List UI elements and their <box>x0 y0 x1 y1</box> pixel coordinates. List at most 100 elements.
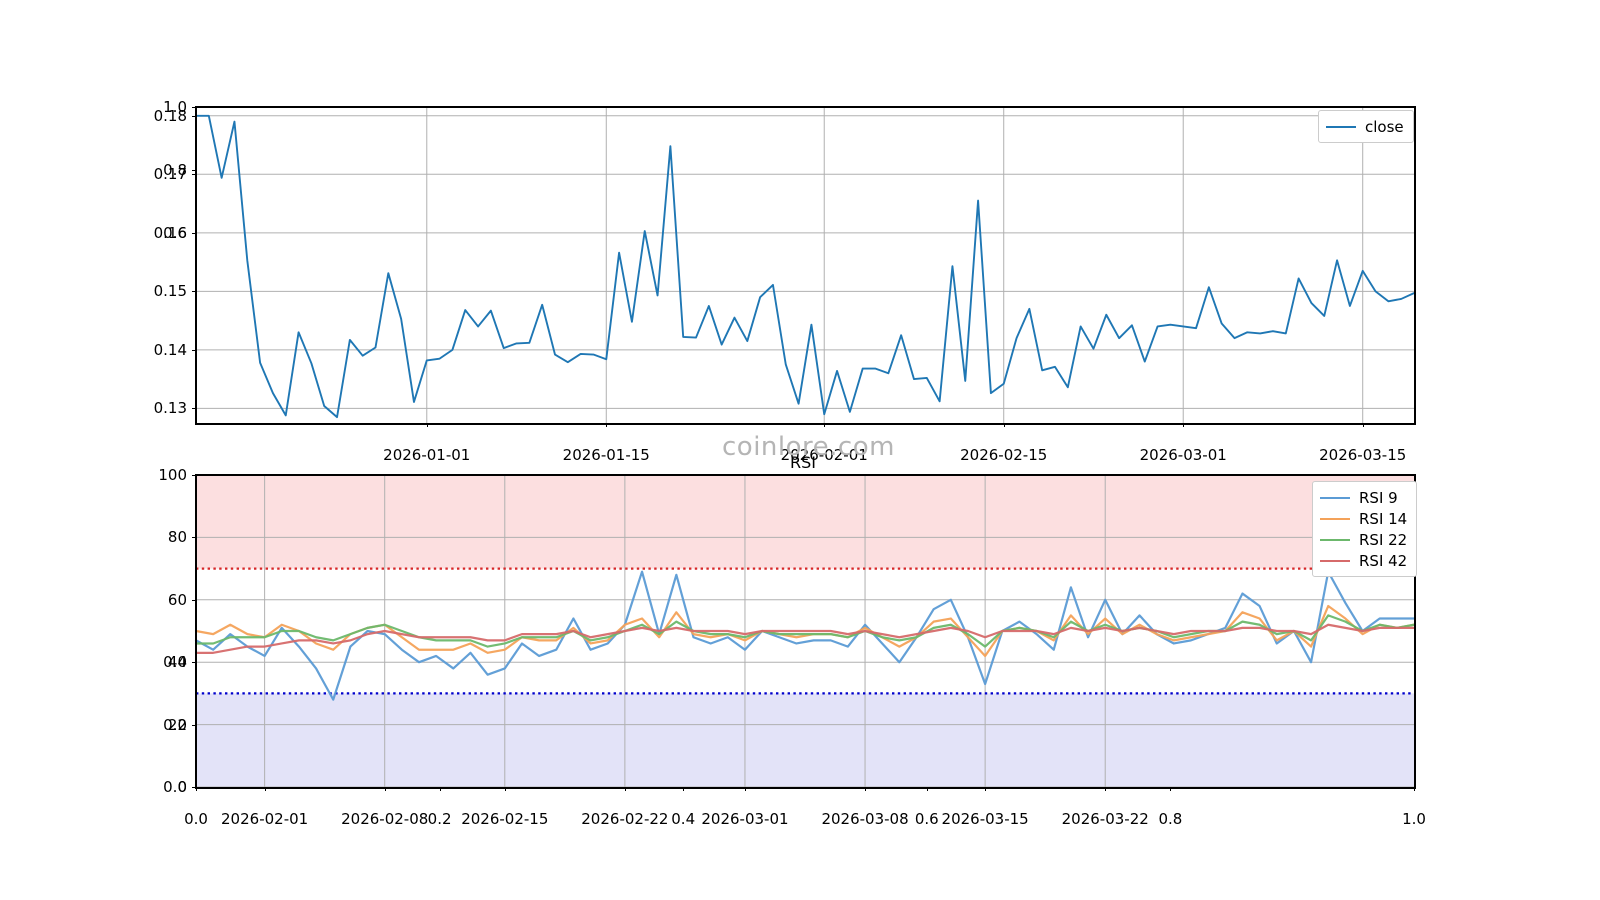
rsi-ytick-4 <box>192 537 196 539</box>
rsi-legend-row-3: RSI 42 <box>1320 550 1407 571</box>
rsi-spine-right <box>1414 474 1416 789</box>
rsi-xtick-label-5: 2026-03-08 <box>821 810 909 828</box>
rsi-xtick-5 <box>865 787 867 791</box>
rsi-overlay-xtick-5: 1.0 <box>1402 810 1426 828</box>
rsi-xtick-0 <box>264 787 266 791</box>
price-overlay-tick-0 <box>192 107 196 108</box>
price-ytick-label-1: 0.14 <box>153 340 187 359</box>
rsi-overlay-xtick-mark-4 <box>1170 787 1172 791</box>
rsi-ytick-5 <box>192 475 196 476</box>
rsi-legend-row-0: RSI 9 <box>1320 487 1407 508</box>
rsi-xtick-4 <box>744 787 746 791</box>
rsi-overlay-ytick-mark-0 <box>192 662 196 664</box>
rsi-overlay-xtick-mark-2 <box>683 787 685 791</box>
price-xtick-label-2: 2026-02-01 <box>780 446 868 464</box>
rsi-spine-bottom <box>196 787 1415 789</box>
rsi-overlay-ytick-1: 0.2 <box>163 715 187 734</box>
rsi-overlay-xtick-4: 0.8 <box>1158 810 1183 828</box>
rsi-legend-swatch-1 <box>1320 517 1350 520</box>
price-xtick-1 <box>606 423 608 427</box>
rsi-ytick-label-1: 20 <box>167 715 187 734</box>
price-xtick-2 <box>824 423 826 427</box>
price-overlay-tick-1 <box>192 170 196 172</box>
rsi-legend-swatch-2 <box>1320 538 1350 541</box>
rsi-xtick-label-0: 2026-02-01 <box>221 810 309 828</box>
rsi-xtick-2 <box>504 787 506 791</box>
price-xtick-3 <box>1003 423 1005 427</box>
rsi-overlay-xtick-0: 0.0 <box>184 810 208 828</box>
price-legend: close <box>1318 110 1414 143</box>
price-ytick-4 <box>192 174 196 176</box>
watermark-coinlore: coinlore.com <box>722 432 895 462</box>
price-legend-row-0: close <box>1326 116 1404 137</box>
price-ytick-label-4: 0.17 <box>153 165 187 184</box>
price-xtick-0 <box>426 423 428 427</box>
price-xtick-label-5: 2026-03-15 <box>1319 446 1407 464</box>
rsi-legend-label-0: RSI 9 <box>1359 488 1398 507</box>
price-line-close <box>195 114 1415 419</box>
rsi-xtick-label-2: 2026-02-15 <box>461 810 549 828</box>
rsi-plot <box>194 474 1416 788</box>
rsi-xtick-label-4: 2026-03-01 <box>701 810 789 828</box>
rsi-line-rsi-42 <box>194 623 1416 654</box>
price-xtick-label-1: 2026-01-15 <box>562 446 650 464</box>
rsi-spine-top <box>196 474 1415 476</box>
price-ytick-label-5: 0.18 <box>153 106 187 125</box>
rsi-legend-swatch-0 <box>1320 496 1350 499</box>
price-ytick-1 <box>192 349 196 351</box>
rsi-xtick-label-3: 2026-02-22 <box>581 810 669 828</box>
price-xtick-label-4: 2026-03-01 <box>1139 446 1227 464</box>
rsi-legend-row-2: RSI 22 <box>1320 529 1407 550</box>
rsi-band-overbought <box>196 475 1414 569</box>
rsi-ytick-label-5: 100 <box>158 466 187 484</box>
rsi-band-oversold <box>196 693 1414 787</box>
price-overlay-ytick-0: 1.0 <box>163 98 187 116</box>
rsi-line-rsi-14 <box>194 604 1416 658</box>
rsi-spine-left <box>195 474 197 789</box>
price-ytick-label-2: 0.15 <box>153 282 187 301</box>
rsi-title: RSI <box>790 453 816 472</box>
rsi-xtick-label-1: 2026-02-08 <box>341 810 429 828</box>
price-spine-bottom <box>196 423 1415 425</box>
price-xtick-label-3: 2026-02-15 <box>960 446 1048 464</box>
price-overlay-tick-2 <box>192 233 196 235</box>
price-spine-left <box>195 106 197 425</box>
rsi-overlay-xtick-mark-1 <box>439 787 441 791</box>
rsi-xtick-label-6: 2026-03-15 <box>941 810 1029 828</box>
price-xtick-label-0: 2026-01-01 <box>383 446 471 464</box>
rsi-ytick-label-2: 40 <box>167 653 187 672</box>
rsi-overlay-xtick-3: 0.6 <box>914 810 939 828</box>
rsi-overlay-xtick-2: 0.4 <box>671 810 696 828</box>
price-spine-top <box>196 106 1415 108</box>
rsi-overlay-ytick-2: 0.0 <box>163 778 187 796</box>
price-overlay-ytick-1: 0.8 <box>163 161 187 180</box>
rsi-legend-label-1: RSI 14 <box>1359 509 1408 528</box>
rsi-ytick-label-3: 60 <box>167 590 187 609</box>
price-ytick-3 <box>192 232 196 234</box>
price-legend-label-0: close <box>1365 117 1404 136</box>
rsi-overlay-xtick-mark-3 <box>926 787 928 791</box>
rsi-overlay-xtick-1: 0.2 <box>427 810 452 828</box>
rsi-xtick-1 <box>384 787 386 791</box>
rsi-legend-swatch-3 <box>1320 559 1350 562</box>
price-plot <box>195 107 1415 423</box>
rsi-ytick-label-4: 80 <box>167 528 187 547</box>
rsi-overlay-ytick-mark-2 <box>192 787 196 788</box>
price-ytick-5 <box>192 115 196 117</box>
rsi-xtick-label-7: 2026-03-22 <box>1061 810 1149 828</box>
price-ytick-2 <box>192 291 196 293</box>
rsi-overlay-xtick-mark-0 <box>196 787 197 791</box>
rsi-xtick-6 <box>985 787 987 791</box>
rsi-ytick-label-0: 0 <box>177 778 187 796</box>
rsi-legend-row-1: RSI 14 <box>1320 508 1407 529</box>
price-legend-swatch-0 <box>1326 125 1356 128</box>
price-ytick-0 <box>192 408 196 410</box>
rsi-xtick-3 <box>624 787 626 791</box>
price-spine-right <box>1414 106 1416 425</box>
price-ytick-label-0: 0.13 <box>153 399 187 418</box>
rsi-overlay-ytick-0: 0.4 <box>163 653 187 672</box>
price-xtick-5 <box>1362 423 1364 427</box>
rsi-ytick-3 <box>192 599 196 601</box>
rsi-xtick-7 <box>1105 787 1107 791</box>
